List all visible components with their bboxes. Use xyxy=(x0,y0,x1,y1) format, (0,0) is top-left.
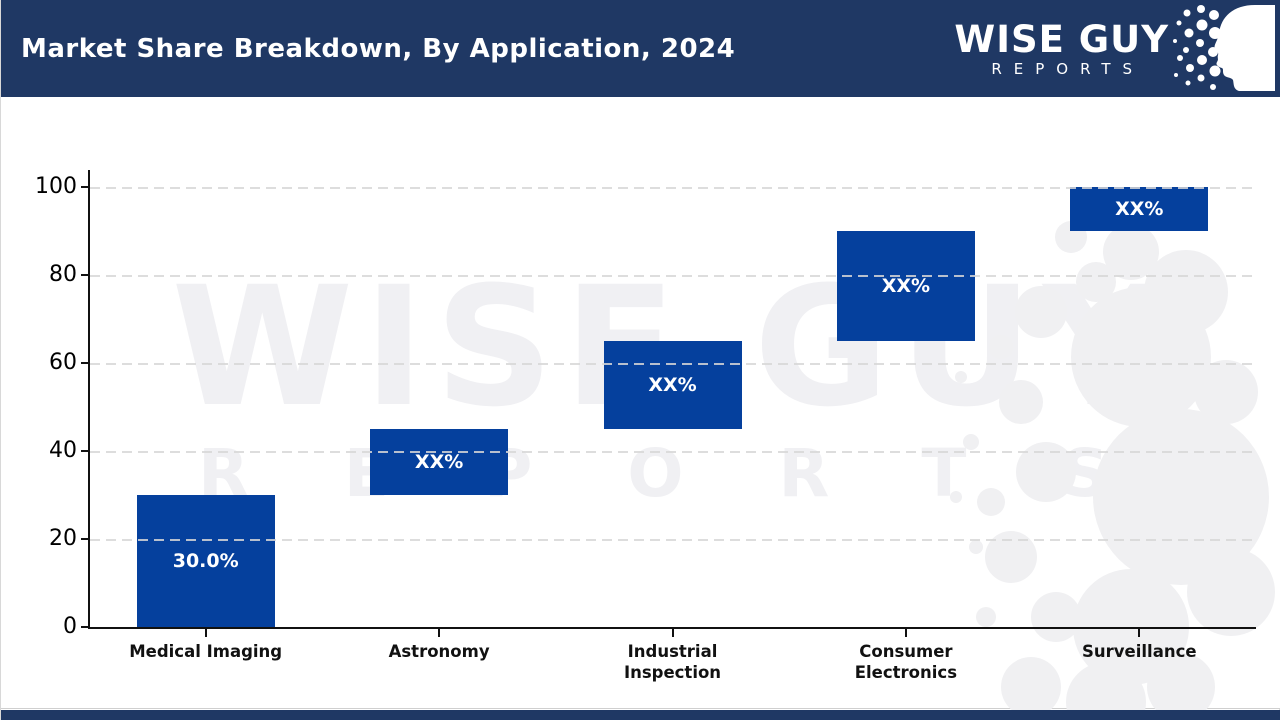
bar-industrial-inspection: XX% xyxy=(603,341,742,429)
ytick-label: 20 xyxy=(49,526,77,551)
chart-area: WISE GUY REPORTS 0 20 40 60 80 100 30.0% Medica… xyxy=(1,97,1280,717)
bar-value-label: XX% xyxy=(881,275,931,297)
watermark-face-dots-icon xyxy=(950,221,1275,717)
bar-consumer-electronics: XX% xyxy=(836,231,975,341)
ytick-label: 0 xyxy=(63,614,77,639)
bar-value-label: XX% xyxy=(1115,198,1164,220)
ytick-mark xyxy=(81,186,89,188)
xtick-mark xyxy=(1138,629,1141,637)
bar-value-label: XX% xyxy=(648,374,697,396)
gridline xyxy=(90,363,1256,365)
logo-reports-text: REPORTS xyxy=(991,59,1145,78)
xtick-mark xyxy=(204,629,207,637)
bar-value-label: XX% xyxy=(414,451,464,473)
xtick-label-surveillance: Surveillance xyxy=(1082,642,1197,661)
ytick-label: 80 xyxy=(49,262,77,287)
ytick-label: 60 xyxy=(49,350,77,375)
xtick-mark xyxy=(671,629,674,637)
bar-value-label: 30.0% xyxy=(172,550,239,572)
ytick-mark xyxy=(81,362,89,364)
gridline xyxy=(90,539,1256,541)
ytick-mark xyxy=(81,626,89,628)
wise-guy-logo: WISE GUY REPORTS xyxy=(954,3,1275,95)
bar-astronomy: XX% xyxy=(370,429,509,495)
footer-bar xyxy=(1,710,1280,720)
y-axis-line xyxy=(88,170,90,629)
x-axis-line xyxy=(88,627,1256,629)
logo-text: WISE GUY REPORTS xyxy=(954,21,1169,77)
page-title: Market Share Breakdown, By Application, … xyxy=(21,33,736,64)
gridline xyxy=(90,275,1256,277)
xtick-mark xyxy=(438,629,441,637)
ytick-label: 100 xyxy=(35,174,77,199)
ytick-mark xyxy=(81,274,89,276)
xtick-label-consumer-electronics: Consumer Electronics xyxy=(854,642,958,682)
gridline xyxy=(90,187,1256,189)
ytick-label: 40 xyxy=(49,438,77,463)
ytick-mark xyxy=(81,450,89,452)
xtick-label-medical-imaging: Medical Imaging xyxy=(129,642,283,661)
bar-surveillance: XX% xyxy=(1070,187,1209,231)
xtick-mark xyxy=(904,629,907,637)
plot-region: 0 20 40 60 80 100 30.0% Medical Imaging XX% Astro… xyxy=(1,97,1280,708)
logo-head-icon xyxy=(1173,4,1275,91)
ytick-mark xyxy=(81,538,89,540)
bar-medical-imaging: 30.0% xyxy=(136,495,275,627)
xtick-label-industrial-inspection: Industrial Inspection xyxy=(623,642,722,682)
xtick-label-astronomy: Astronomy xyxy=(388,642,490,661)
page-header: Market Share Breakdown, By Application, … xyxy=(1,0,1280,97)
gridline xyxy=(90,451,1256,453)
logo-wordmark: WISE GUY xyxy=(954,17,1169,61)
